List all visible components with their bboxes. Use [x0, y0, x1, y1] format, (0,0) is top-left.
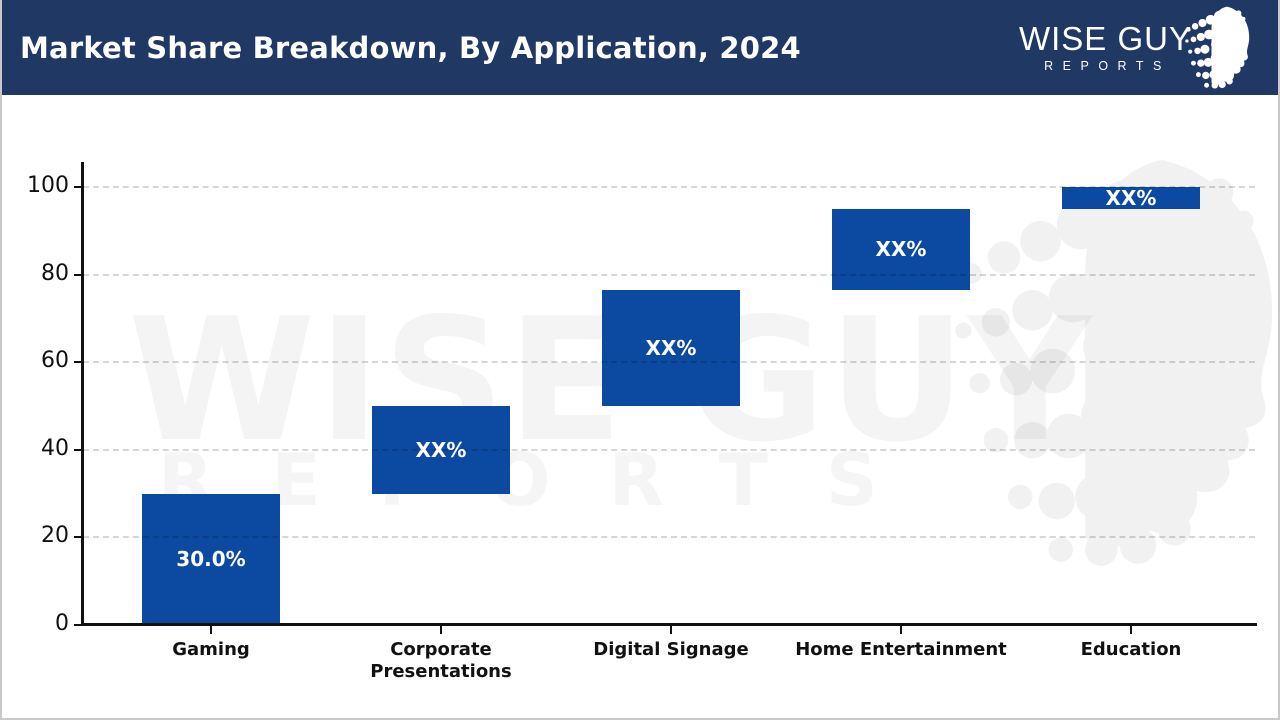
- x-axis-label-corporate-presentations: Corporate Presentations: [370, 639, 512, 682]
- brand-logo-text: WISE GUY REPORTS: [1019, 22, 1192, 73]
- x-axis-label-education: Education: [1080, 639, 1182, 660]
- y-tick-label-40: 40: [41, 435, 69, 461]
- y-tick-label-80: 80: [41, 260, 69, 286]
- gridline-60: [83, 361, 1255, 364]
- plot-area: 0 20 40 60 80 100 30.0% Gaming XX% Corporate Pres…: [0, 95, 1280, 720]
- bar-gaming: [142, 493, 280, 625]
- y-tick-label-0: 0: [55, 611, 69, 636]
- x-axis-line: [81, 623, 1257, 626]
- bar-education: [1062, 187, 1200, 209]
- gridline-20: [83, 536, 1255, 539]
- x-tick-mark-1: [440, 626, 442, 634]
- y-tick-mark-40: [74, 448, 82, 451]
- bar-value-label: XX%: [415, 437, 467, 462]
- chart-title: Market Share Breakdown, By Application, …: [20, 30, 801, 65]
- brand-logo-line2: REPORTS: [1044, 59, 1171, 73]
- bar-value-label: XX%: [875, 237, 927, 262]
- x-tick-mark-2: [670, 626, 672, 634]
- x-tick-mark-4: [1130, 626, 1132, 634]
- y-tick-mark-60: [74, 361, 82, 364]
- x-tick-mark-3: [900, 626, 902, 634]
- gridline-40: [83, 448, 1255, 451]
- x-tick-mark-0: [210, 626, 212, 634]
- x-axis-label-gaming: Gaming: [172, 639, 250, 660]
- x-axis-label-home-entertainment: Home Entertainment: [795, 639, 1007, 660]
- bar-value-label: 30.0%: [176, 547, 246, 572]
- y-tick-label-60: 60: [41, 348, 69, 374]
- brand-logo: WISE GUY REPORTS: [1019, 5, 1254, 91]
- logo-face-icon: [1185, 6, 1250, 89]
- brand-logo-line1: WISE GUY: [1018, 20, 1192, 57]
- x-axis-label-digital-signage: Digital Signage: [593, 639, 749, 660]
- y-axis-line: [81, 162, 84, 623]
- y-tick-mark-20: [74, 536, 82, 539]
- y-tick-mark-0: [74, 624, 82, 626]
- header-band: Market Share Breakdown, By Application, …: [0, 0, 1280, 95]
- bar-value-label: XX%: [1105, 185, 1157, 210]
- gridline-80: [83, 273, 1255, 276]
- bar-value-label: XX%: [645, 335, 697, 360]
- bar-home-entertainment: [832, 208, 970, 290]
- y-tick-label-100: 100: [27, 173, 69, 198]
- y-tick-mark-80: [74, 273, 82, 276]
- gridline-100: [83, 186, 1255, 188]
- bar-digital-signage: [602, 289, 740, 406]
- y-tick-mark-100: [74, 186, 82, 188]
- y-tick-label-20: 20: [41, 523, 69, 549]
- bar-corporate-presentations: [372, 406, 510, 494]
